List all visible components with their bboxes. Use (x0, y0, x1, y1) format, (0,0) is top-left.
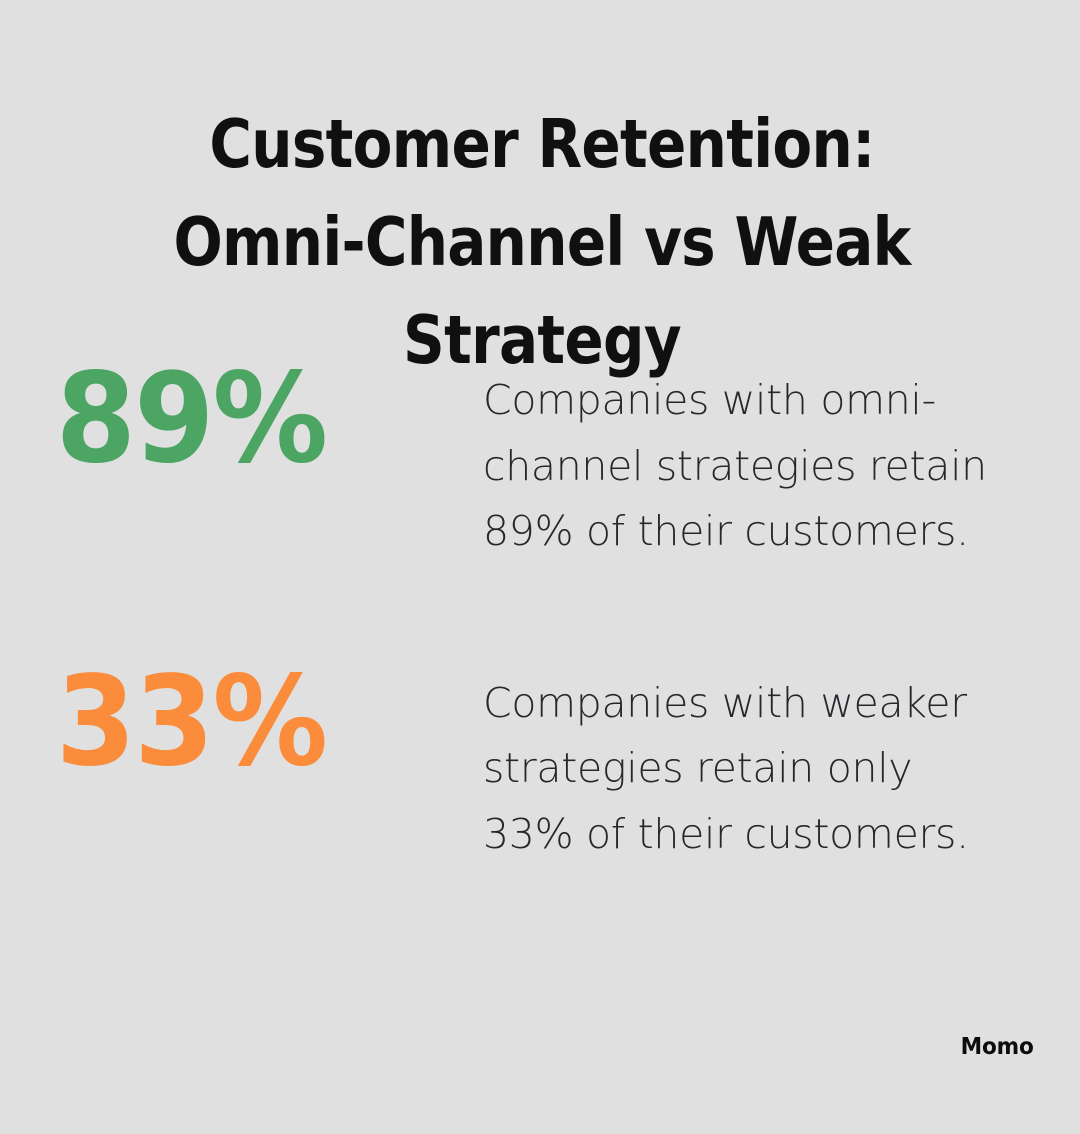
brand-logo: Momo (961, 1034, 1034, 1060)
stat-value-primary: 89% (55, 347, 328, 491)
stat-value-secondary: 33% (55, 649, 328, 794)
page-title-text: Customer Retention: Omni-Channel vs Weak… (173, 105, 911, 379)
statistics-list: 89% Companies with omni-channel strategi… (0, 356, 1080, 868)
stat-description-secondary: Companies with weaker strategies retain … (483, 678, 969, 858)
stat-row: 33% Companies with weaker strategies ret… (0, 649, 1080, 868)
page-title: Customer Retention: Omni-Channel vs Weak… (44, 96, 1040, 389)
stat-row: 89% Companies with omni-channel strategi… (0, 356, 1080, 565)
stat-description-primary: Companies with omni-channel strategies r… (483, 376, 987, 556)
